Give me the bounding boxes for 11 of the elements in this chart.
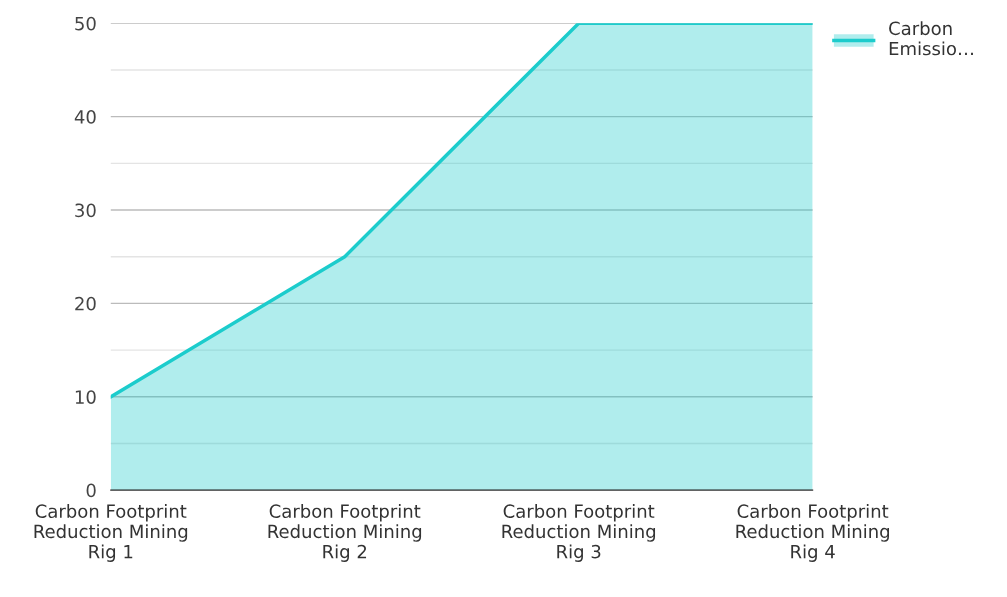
- x-tick-label: Carbon Footprint Reduction Mining Rig 3: [502, 504, 656, 562]
- legend-label: Carbon Emissio…: [889, 21, 973, 56]
- y-tick-label: 40: [74, 110, 96, 124]
- y-tick-label: 0: [86, 483, 96, 498]
- x-tick-label: Carbon Footprint Reduction Mining Rig 1: [34, 504, 188, 562]
- y-tick-label: 10: [75, 390, 96, 404]
- y-tick-label: 30: [75, 203, 96, 218]
- y-tick-label: 20: [75, 296, 96, 311]
- x-tick-label: Carbon Footprint Reduction Mining Rig 4: [736, 504, 889, 562]
- y-tick-label: 50: [75, 16, 96, 31]
- x-tick-label: Carbon Footprint Reduction Mining Rig 2: [268, 504, 422, 562]
